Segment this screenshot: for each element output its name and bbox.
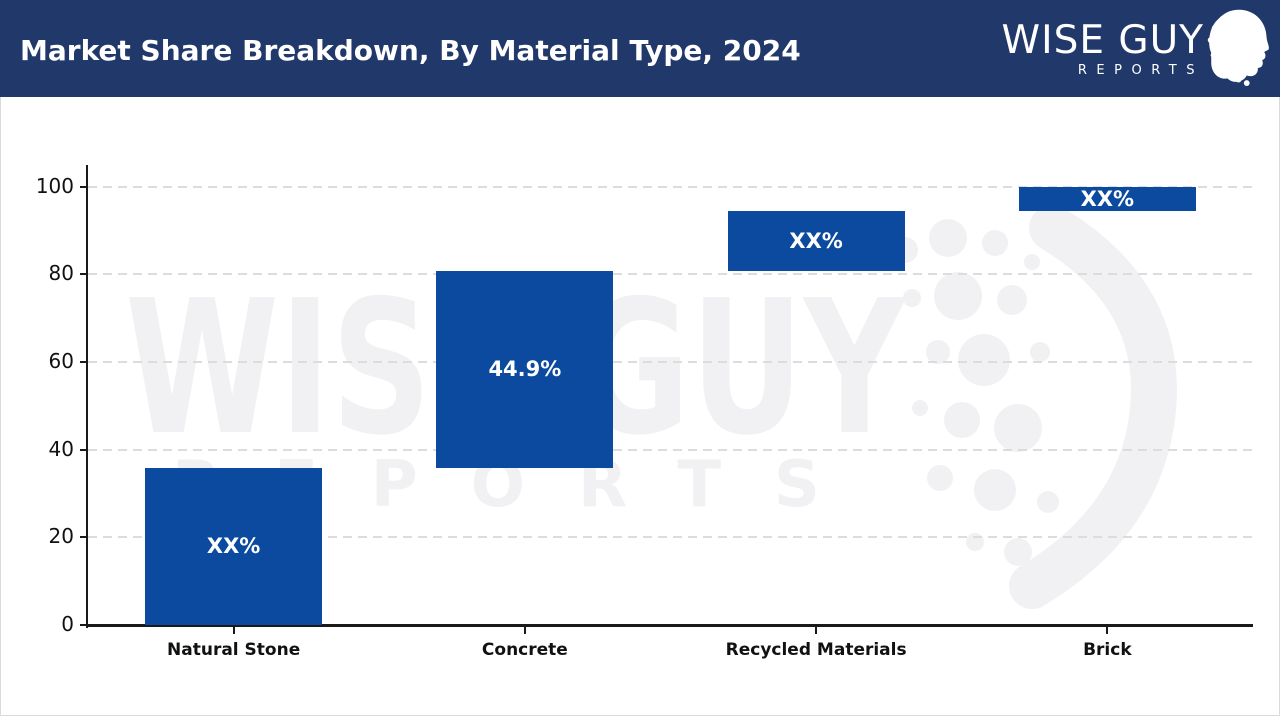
gridline-100 (88, 185, 1253, 188)
y-tick-label: 80 (48, 261, 74, 286)
x-tick-label: Natural Stone (167, 640, 301, 660)
bar-recycled-materials (727, 210, 905, 271)
watermark-face-dots-icon (892, 219, 1059, 566)
y-tick (80, 185, 88, 188)
logo: WISE GUY REPORTS (1002, 0, 1270, 97)
bar-value-label: XX% (206, 534, 261, 559)
y-tick (80, 361, 88, 364)
y-tick-label: 40 (48, 436, 74, 461)
x-tick (232, 627, 235, 634)
bar-concrete (436, 270, 614, 468)
bar-value-label: XX% (1080, 186, 1135, 211)
bar-value-label: XX% (789, 228, 843, 253)
page-title: Market Share Breakdown, By Material Type… (20, 34, 801, 67)
y-tick-label: 20 (48, 524, 74, 549)
gridline-20 (88, 536, 1253, 539)
y-tick-label: 0 (61, 612, 74, 636)
logo-wordmark: WISE GUY (1001, 18, 1204, 63)
bar-brick (1018, 186, 1196, 211)
gridline-80 (88, 273, 1253, 276)
x-tick (1106, 627, 1109, 634)
x-tick (523, 627, 526, 634)
y-tick-label: 60 (48, 349, 74, 374)
bar-value-label: 44.9% (488, 357, 562, 382)
logo-text: WISE GUY REPORTS (1001, 18, 1204, 78)
y-tick (80, 273, 88, 276)
y-tick-label: 100 (35, 173, 74, 198)
x-tick-label: Concrete (481, 640, 568, 660)
gridline-60 (88, 361, 1253, 364)
gridline-40 (88, 448, 1253, 451)
x-tick-label: Brick (1083, 640, 1132, 660)
header-bar: Market Share Breakdown, By Material Type… (0, 0, 1280, 97)
y-axis-line (86, 165, 88, 628)
logo-face-icon (1207, 9, 1269, 86)
bar-natural-stone (145, 467, 323, 625)
x-tick-label: Recycled Materials (725, 640, 907, 660)
logo-tagline: REPORTS (1077, 63, 1204, 78)
y-tick (80, 448, 88, 451)
y-tick (80, 624, 88, 626)
x-axis-line (86, 624, 1253, 627)
x-tick (815, 627, 818, 634)
y-tick (80, 536, 88, 539)
